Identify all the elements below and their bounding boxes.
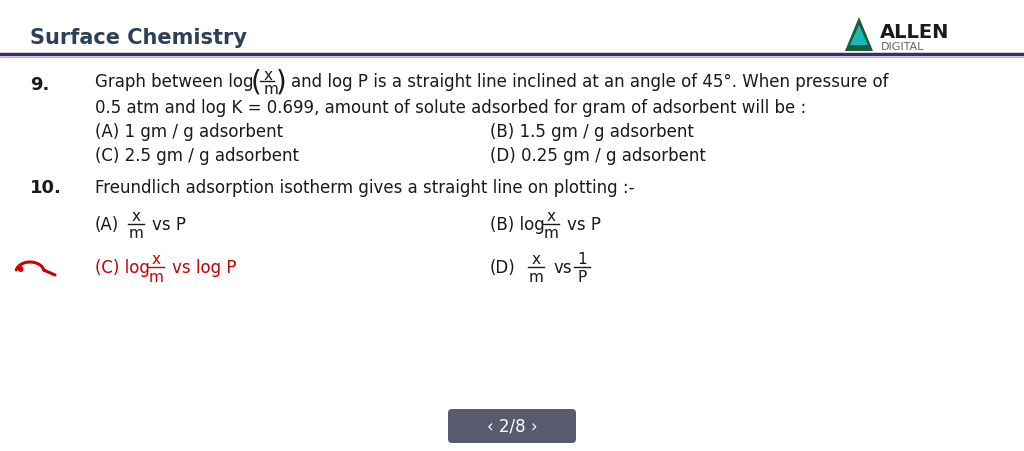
Polygon shape <box>850 26 868 46</box>
Text: vs: vs <box>553 258 571 276</box>
FancyBboxPatch shape <box>449 409 575 443</box>
Text: x: x <box>131 209 140 224</box>
Text: ): ) <box>276 68 287 96</box>
Text: (C) log: (C) log <box>95 258 150 276</box>
Text: (A) 1 gm / g adsorbent: (A) 1 gm / g adsorbent <box>95 123 283 141</box>
Text: x: x <box>152 252 161 267</box>
Text: m: m <box>129 226 143 241</box>
Text: x: x <box>264 69 273 83</box>
Text: (C) 2.5 gm / g adsorbent: (C) 2.5 gm / g adsorbent <box>95 147 299 165</box>
Text: (D): (D) <box>490 258 516 276</box>
Text: x: x <box>531 252 541 267</box>
Text: P: P <box>578 269 587 284</box>
Text: 9.: 9. <box>30 76 49 94</box>
Text: ALLEN: ALLEN <box>880 23 949 42</box>
Text: 10.: 10. <box>30 179 61 197</box>
Text: vs P: vs P <box>152 216 186 234</box>
Polygon shape <box>845 18 873 52</box>
Text: Surface Chemistry: Surface Chemistry <box>30 28 247 48</box>
Text: 0.5 atm and log K = 0.699, amount of solute adsorbed for gram of adsorbent will : 0.5 atm and log K = 0.699, amount of sol… <box>95 99 806 117</box>
Text: Graph between log: Graph between log <box>95 73 254 91</box>
Text: m: m <box>264 81 279 96</box>
Text: m: m <box>528 269 544 284</box>
Text: (D) 0.25 gm / g adsorbent: (D) 0.25 gm / g adsorbent <box>490 147 706 165</box>
Text: •: • <box>14 260 26 279</box>
Text: vs log P: vs log P <box>172 258 237 276</box>
Text: ‹ 2/8 ›: ‹ 2/8 › <box>486 417 538 435</box>
Text: m: m <box>544 226 558 241</box>
Text: m: m <box>148 269 164 284</box>
Text: and log P is a straight line inclined at an angle of 45°. When pressure of: and log P is a straight line inclined at… <box>291 73 889 91</box>
Text: Freundlich adsorption isotherm gives a straight line on plotting :-: Freundlich adsorption isotherm gives a s… <box>95 179 635 197</box>
Text: (: ( <box>251 68 262 96</box>
Text: (B) log: (B) log <box>490 216 545 234</box>
Text: (B) 1.5 gm / g adsorbent: (B) 1.5 gm / g adsorbent <box>490 123 694 141</box>
Text: DIGITAL: DIGITAL <box>881 42 925 52</box>
Text: vs P: vs P <box>567 216 601 234</box>
Text: (A): (A) <box>95 216 119 234</box>
Text: 1: 1 <box>578 252 587 267</box>
Text: x: x <box>547 209 555 224</box>
